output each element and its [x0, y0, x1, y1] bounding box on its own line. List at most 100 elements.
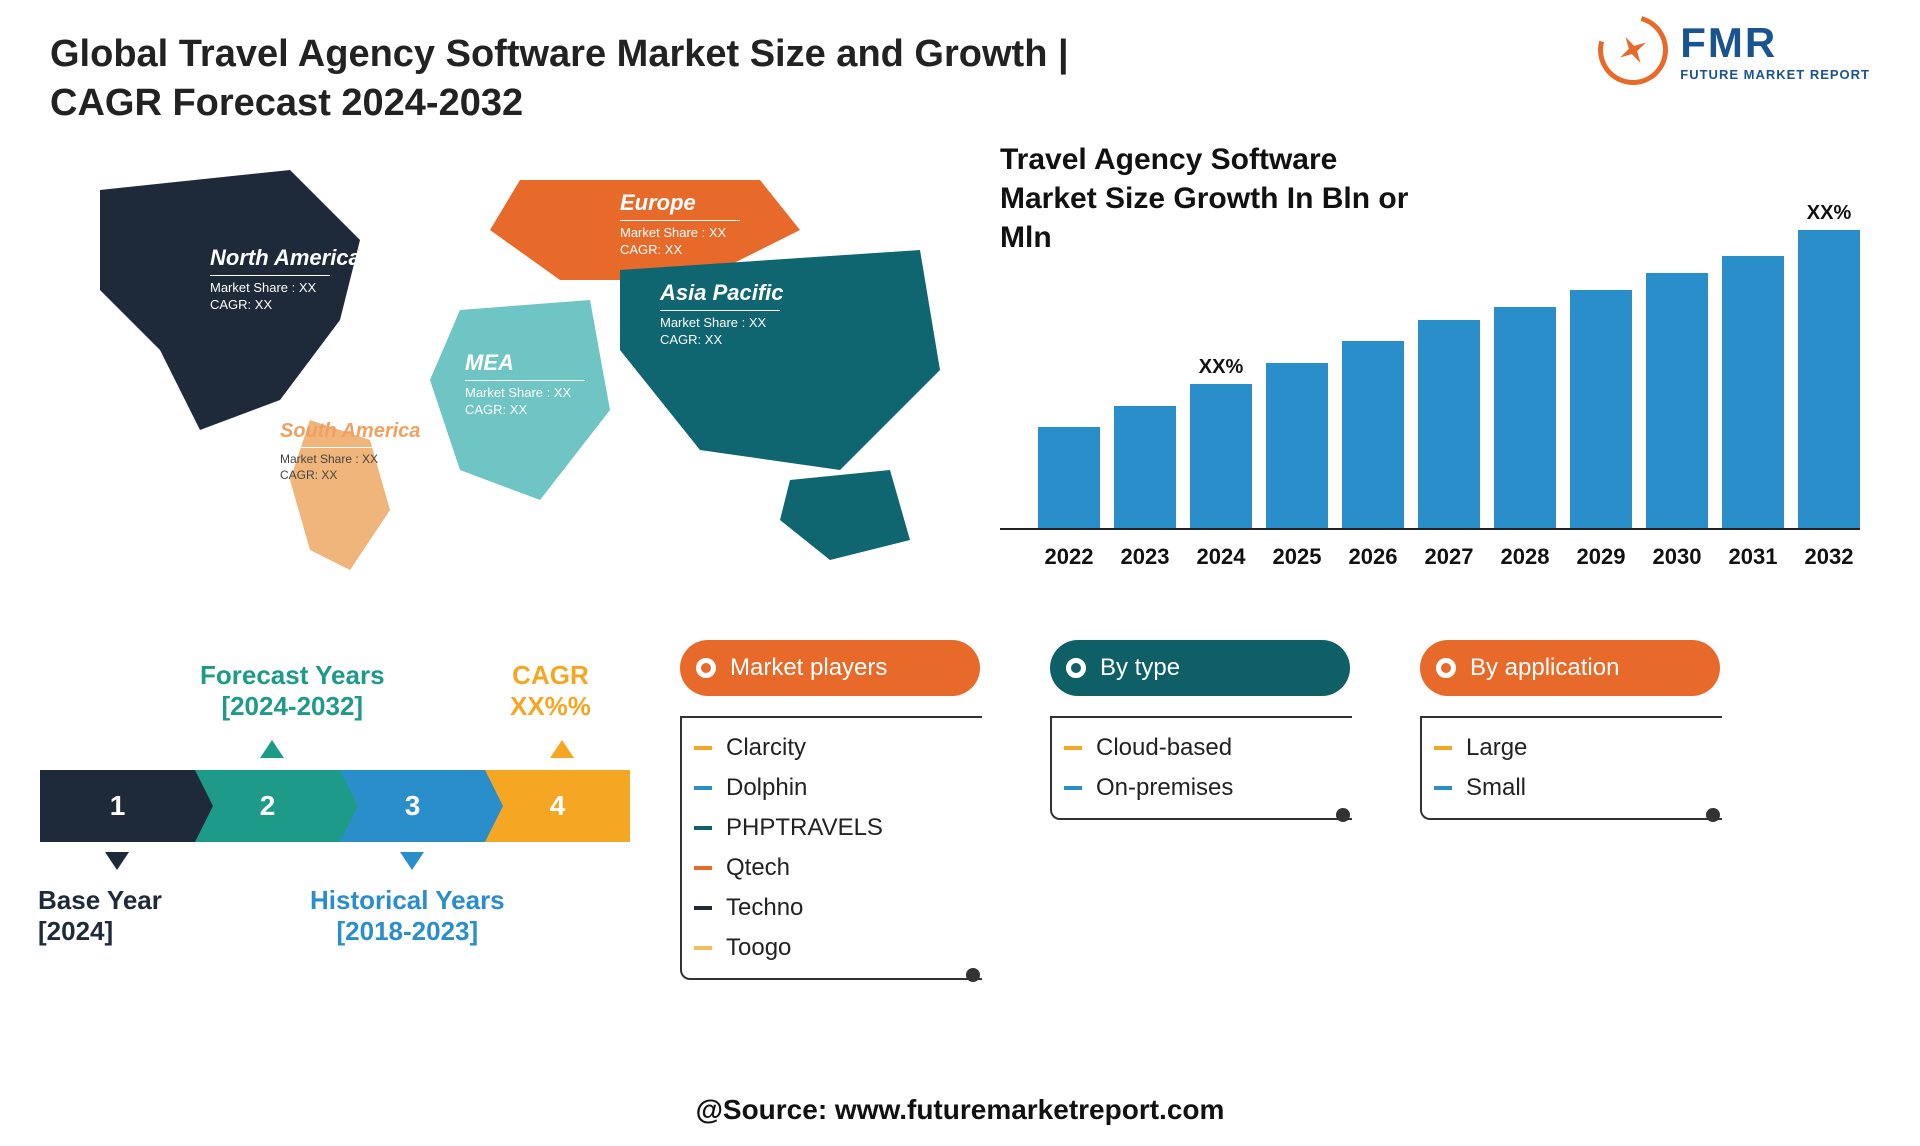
tick-icon: [694, 826, 712, 830]
region-share: Market Share : XX: [465, 385, 585, 400]
x-label: 2028: [1494, 544, 1556, 570]
region-share: Market Share : XX: [620, 225, 740, 240]
bar-rect: [1266, 363, 1328, 530]
region-name: North America: [210, 245, 361, 271]
bar-rect: [1418, 320, 1480, 530]
bar-rect: [1114, 406, 1176, 530]
x-label: 2023: [1114, 544, 1176, 570]
by-application-list: Large Small: [1420, 716, 1720, 820]
region-cagr: CAGR: XX: [620, 242, 740, 257]
logo-sub-text: FUTURE MARKET REPORT: [1680, 67, 1870, 82]
x-label: 2024: [1190, 544, 1252, 570]
region-name: Asia Pacific: [660, 280, 784, 306]
map-label-south-america: South America Market Share : XX CAGR: XX: [280, 420, 420, 482]
bar-annotation: XX%: [1807, 202, 1851, 225]
hist-range: [2018-2023]: [310, 916, 505, 947]
bar-2023: [1114, 406, 1176, 530]
tick-icon: [1064, 786, 1082, 790]
timeline-step-3: 3: [340, 770, 485, 842]
bar-rect: [1342, 341, 1404, 530]
tick-icon: [694, 946, 712, 950]
bar-2027: [1418, 320, 1480, 530]
list-item: Small: [1434, 768, 1708, 808]
bar-2022: [1038, 427, 1100, 530]
bar-rect: [1570, 290, 1632, 530]
bar-rect: XX%: [1798, 230, 1860, 530]
bar-rect: [1038, 427, 1100, 530]
bar-rect: XX%: [1190, 384, 1252, 530]
map-label-north-america: North AmericaMarket Share : XXCAGR: XX: [210, 245, 361, 312]
map-label-asia-pacific: Asia PacificMarket Share : XXCAGR: XX: [660, 280, 784, 347]
x-label: 2032: [1798, 544, 1860, 570]
x-label: 2025: [1266, 544, 1328, 570]
list-item-label: Large: [1466, 734, 1527, 762]
source-text: @Source: www.futuremarketreport.com: [696, 1094, 1225, 1126]
by-type-header: By type: [1050, 640, 1350, 696]
list-item-label: PHPTRAVELS: [726, 814, 883, 842]
logo-main-text: FMR: [1680, 19, 1870, 67]
page-title: Global Travel Agency Software Market Siz…: [50, 30, 1150, 129]
base-annotation: Base Year [2024]: [38, 885, 162, 947]
list-item: PHPTRAVELS: [694, 808, 968, 848]
forecast-label: Forecast Years: [200, 660, 385, 691]
list-item-label: Toogo: [726, 934, 791, 962]
arrow-up-icon: [260, 740, 284, 758]
base-label: Base Year: [38, 885, 162, 916]
tick-icon: [694, 746, 712, 750]
forecast-range: [2024-2032]: [200, 691, 385, 722]
arrow-down-icon: [400, 852, 424, 870]
timeline-step-4: 4: [485, 770, 630, 842]
market-players-block: Market players Clarcity Dolphin PHPTRAVELS…: [680, 640, 980, 980]
tick-icon: [694, 786, 712, 790]
market-players-list: Clarcity Dolphin PHPTRAVELS Qtech Techno Toog…: [680, 716, 980, 980]
region-cagr: CAGR: XX: [280, 468, 420, 482]
region-share: Market Share : XX: [280, 452, 420, 466]
logo-icon: [1585, 2, 1681, 98]
x-label: 2031: [1722, 544, 1784, 570]
arrow-up-icon: [550, 740, 574, 758]
tick-icon: [1434, 786, 1452, 790]
forecast-annotation: Forecast Years [2024-2032]: [200, 660, 385, 722]
x-label: 2026: [1342, 544, 1404, 570]
timeline-step-1: 1: [40, 770, 195, 842]
list-item-label: Dolphin: [726, 774, 807, 802]
bar-rect: [1494, 307, 1556, 530]
x-label: 2027: [1418, 544, 1480, 570]
list-item-label: Small: [1466, 774, 1526, 802]
hist-annotation: Historical Years [2018-2023]: [310, 885, 505, 947]
list-item-label: Techno: [726, 894, 803, 922]
list-item-label: On-premises: [1096, 774, 1233, 802]
cagr-annotation: CAGR XX%%: [510, 660, 591, 722]
bar-annotation: XX%: [1199, 356, 1243, 379]
bar-2029: [1570, 290, 1632, 530]
region-name: Europe: [620, 190, 740, 216]
region-name: South America: [280, 420, 420, 443]
region-cagr: CAGR: XX: [465, 402, 585, 417]
timeline-step-2: 2: [195, 770, 340, 842]
by-type-block: By type Cloud-based On-premises: [1050, 640, 1350, 820]
bar-2030: [1646, 273, 1708, 530]
region-name: MEA: [465, 350, 585, 376]
bar-chart: Travel Agency Software Market Size Growt…: [1000, 140, 1860, 570]
x-label: 2029: [1570, 544, 1632, 570]
cagr-label: CAGR: [510, 660, 591, 691]
market-players-title: Market players: [730, 654, 887, 682]
bar-2031: [1722, 256, 1784, 530]
arrow-timeline: 1 2 3 4: [40, 770, 630, 842]
x-label: 2022: [1038, 544, 1100, 570]
chart-baseline: [1000, 528, 1860, 530]
map-label-europe: Europe Market Share : XX CAGR: XX: [620, 190, 740, 257]
tick-icon: [1434, 746, 1452, 750]
dot-icon: [1066, 658, 1086, 678]
by-application-title: By application: [1470, 654, 1619, 682]
bar-2024: XX%: [1190, 384, 1252, 530]
list-item: Large: [1434, 728, 1708, 768]
list-item: Toogo: [694, 928, 968, 968]
by-application-header: By application: [1420, 640, 1720, 696]
market-players-header: Market players: [680, 640, 980, 696]
list-item: Clarcity: [694, 728, 968, 768]
base-range: [2024]: [38, 916, 162, 947]
list-item: Cloud-based: [1064, 728, 1338, 768]
tick-icon: [694, 906, 712, 910]
list-item: Qtech: [694, 848, 968, 888]
